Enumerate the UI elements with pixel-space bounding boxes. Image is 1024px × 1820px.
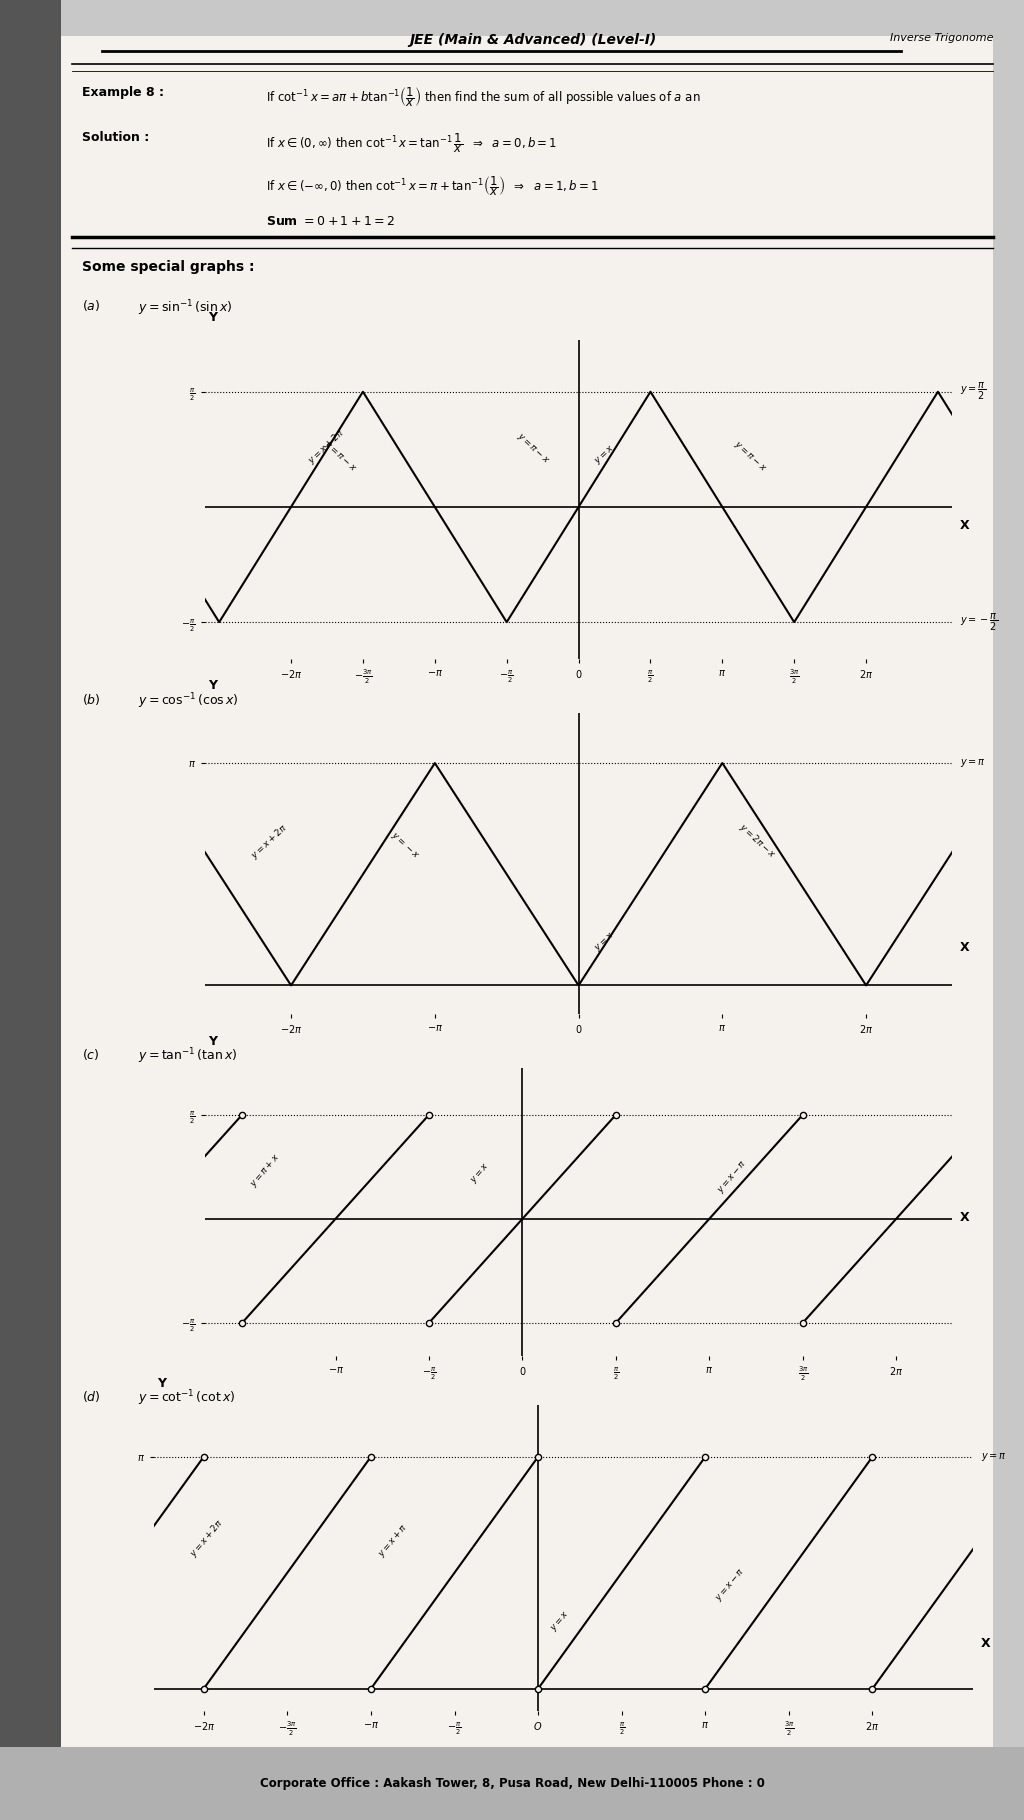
Text: $y=\pi-x$: $y=\pi-x$ [514, 431, 551, 468]
Text: Y: Y [208, 679, 217, 692]
Text: $y=x+2\pi$: $y=x+2\pi$ [187, 1516, 226, 1560]
Text: Example 8 :: Example 8 : [82, 86, 164, 98]
Text: $y = \tan^{-1}(\tan x)$: $y = \tan^{-1}(\tan x)$ [138, 1046, 238, 1067]
Text: $(a)$: $(a)$ [82, 298, 100, 313]
Text: Inverse Trigonome: Inverse Trigonome [890, 33, 993, 42]
Text: $y=-\dfrac{\pi}{2}$: $y=-\dfrac{\pi}{2}$ [959, 612, 997, 633]
Text: If $x \in (0,\infty)$ then $\cot^{-1}x = \tan^{-1}\dfrac{1}{x}$  $\Rightarrow$  : If $x \in (0,\infty)$ then $\cot^{-1}x =… [266, 131, 558, 155]
FancyBboxPatch shape [51, 36, 993, 1784]
Text: If $\cot^{-1}x = a\pi + b\tan^{-1}\!\left(\dfrac{1}{x}\right)$ then find the sum: If $\cot^{-1}x = a\pi + b\tan^{-1}\!\lef… [266, 86, 700, 109]
Text: $y=\pi-x$: $y=\pi-x$ [322, 439, 358, 475]
Text: Some special graphs :: Some special graphs : [82, 260, 254, 275]
Text: $y=x+2\pi$: $y=x+2\pi$ [305, 426, 347, 468]
Text: Corporate Office : Aakash Tower, 8, Pusa Road, New Delhi-110005 Phone : 0: Corporate Office : Aakash Tower, 8, Pusa… [259, 1776, 765, 1791]
Text: Solution :: Solution : [82, 131, 150, 144]
Text: X: X [981, 1636, 990, 1651]
Text: $y=\pi$: $y=\pi$ [981, 1451, 1008, 1463]
Text: $(d)$: $(d)$ [82, 1389, 100, 1403]
Text: $y=x+\pi$: $y=x+\pi$ [376, 1522, 412, 1560]
Text: $y=x-\pi$: $y=x-\pi$ [714, 1565, 748, 1603]
Text: $y = \cos^{-1}(\cos x)$: $y = \cos^{-1}(\cos x)$ [138, 692, 239, 712]
Text: $y=x$: $y=x$ [592, 930, 617, 954]
Text: $y=x-\pi$: $y=x-\pi$ [716, 1158, 750, 1196]
Text: $(b)$: $(b)$ [82, 692, 100, 706]
Text: $y=x+2\pi$: $y=x+2\pi$ [248, 821, 291, 863]
FancyBboxPatch shape [0, 1747, 1024, 1820]
Text: $y=\pi+x$: $y=\pi+x$ [248, 1150, 284, 1190]
Text: $y=\pi-x$: $y=\pi-x$ [731, 439, 769, 475]
Text: $y=x$: $y=x$ [469, 1161, 493, 1187]
Text: X: X [959, 941, 970, 954]
Text: $y=\pi$: $y=\pi$ [959, 757, 985, 770]
Text: X: X [959, 519, 970, 531]
Text: Y: Y [208, 311, 217, 324]
Text: Sum $= 0 + 1 + 1 = 2$: Sum $= 0 + 1 + 1 = 2$ [266, 215, 395, 228]
Text: $y = \cot^{-1}(\cot x)$: $y = \cot^{-1}(\cot x)$ [138, 1389, 236, 1409]
Text: $y=x$: $y=x$ [592, 442, 617, 468]
Text: Y: Y [158, 1376, 166, 1390]
Text: If $x \in (-\infty,0)$ then $\cot^{-1}x = \pi + \tan^{-1}\!\left(\dfrac{1}{x}\ri: If $x \in (-\infty,0)$ then $\cot^{-1}x … [266, 175, 599, 198]
Text: JEE (Main & Advanced) (Level-I): JEE (Main & Advanced) (Level-I) [409, 33, 656, 47]
Text: X: X [959, 1212, 970, 1225]
Text: $y=x$: $y=x$ [549, 1609, 572, 1634]
Text: $y=-x$: $y=-x$ [388, 830, 421, 863]
Text: $(c)$: $(c)$ [82, 1046, 99, 1061]
Text: $y=\dfrac{\pi}{2}$: $y=\dfrac{\pi}{2}$ [959, 380, 986, 402]
Text: $y = \sin^{-1}(\sin x)$: $y = \sin^{-1}(\sin x)$ [138, 298, 232, 318]
Text: Y: Y [208, 1036, 217, 1048]
Text: $y=2\pi-x$: $y=2\pi-x$ [736, 821, 778, 863]
FancyBboxPatch shape [0, 0, 61, 1820]
